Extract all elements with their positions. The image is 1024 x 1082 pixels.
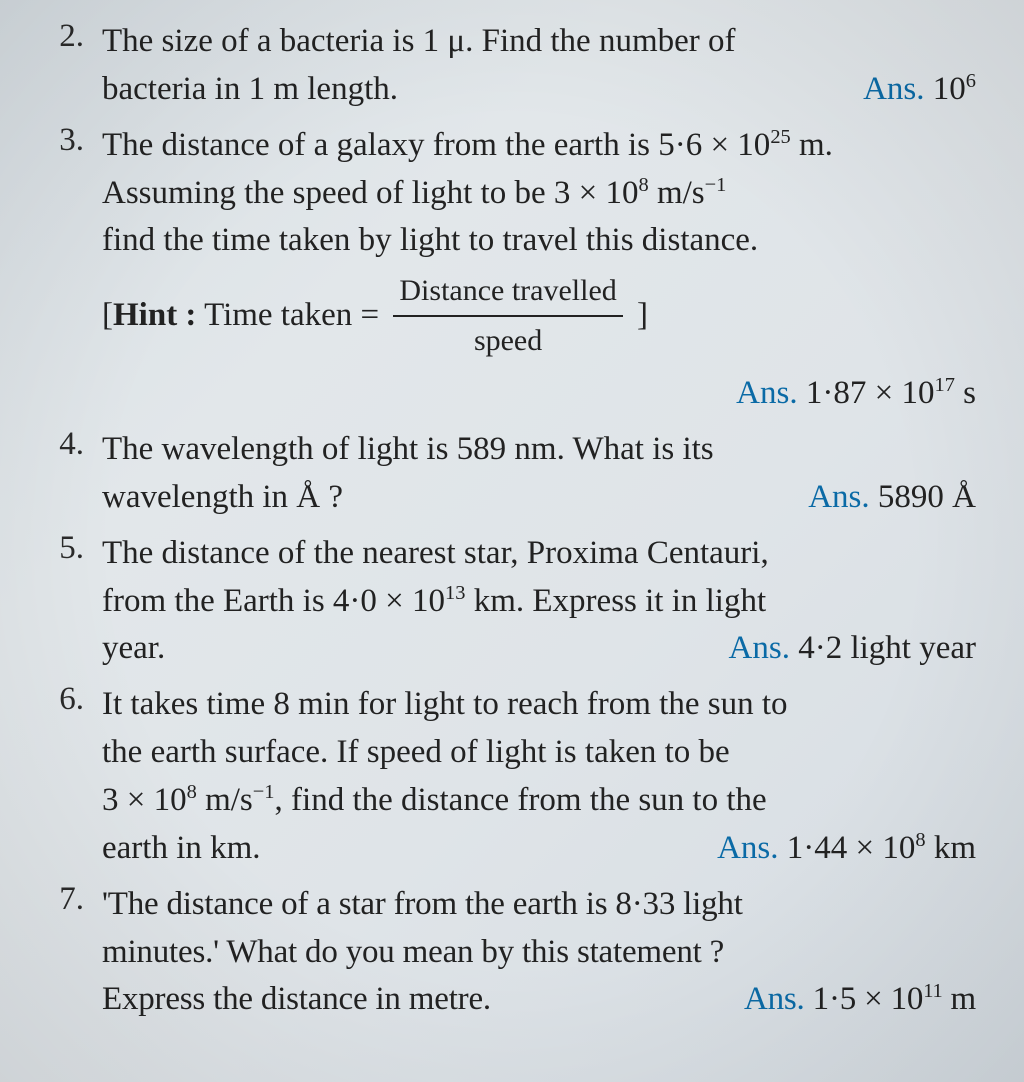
question-text-line: The size of a bacteria is 1 μ. Find the …	[102, 23, 736, 59]
answer-value: 106	[933, 71, 976, 107]
fraction-denominator: speed	[393, 317, 622, 363]
answer-label: Ans.	[744, 981, 805, 1017]
textbook-page: 2. The size of a bacteria is 1 μ. Find t…	[0, 0, 1024, 1050]
fraction: Distance travelledspeed	[393, 269, 622, 362]
answer-value: 4·2 light year	[798, 630, 976, 666]
question-7: 7. 'The distance of a star from the eart…	[28, 881, 976, 1025]
question-3: 3. The distance of a galaxy from the ear…	[28, 122, 976, 418]
fraction-numerator: Distance travelled	[393, 269, 622, 317]
question-text-line: Express the distance in metre.	[102, 981, 491, 1017]
answer: Ans. 1·44 × 108 km	[717, 825, 976, 873]
answer: Ans. 1·87 × 1017 s	[736, 370, 976, 418]
question-number: 4.	[28, 426, 102, 463]
answer-value: 5890 Å	[878, 479, 976, 515]
question-text-line: 'The distance of a star from the earth i…	[102, 886, 743, 922]
question-2: 2. The size of a bacteria is 1 μ. Find t…	[28, 18, 976, 114]
question-number: 5.	[28, 530, 102, 567]
question-text-line: The distance of a galaxy from the earth …	[102, 127, 833, 163]
question-text-line: earth in km.	[102, 830, 261, 866]
question-5: 5. The distance of the nearest star, Pro…	[28, 530, 976, 674]
question-text-line: from the Earth is 4·0 × 1013 km. Express…	[102, 583, 766, 619]
hint-bracket-open: [	[102, 297, 113, 333]
question-text-line: find the time taken by light to travel t…	[102, 222, 758, 258]
hint-row: [Hint : Time taken = Distance travelleds…	[102, 271, 976, 364]
question-text-line: 3 × 108 m/s−1, find the distance from th…	[102, 782, 767, 818]
question-text-line: Assuming the speed of light to be 3 × 10…	[102, 175, 726, 211]
hint-bracket-close: ]	[629, 297, 648, 333]
question-number: 7.	[28, 881, 102, 918]
answer: Ans. 5890 Å	[808, 474, 976, 522]
question-text-line: year.	[102, 630, 165, 666]
question-text-line: It takes time 8 min for light to reach f…	[102, 686, 788, 722]
answer-row: Ans. 1·87 × 1017 s	[102, 370, 976, 418]
question-body: The distance of the nearest star, Proxim…	[102, 530, 976, 674]
question-body: The distance of a galaxy from the earth …	[102, 122, 976, 418]
question-text-line: wavelength in Å ?	[102, 479, 343, 515]
question-body: It takes time 8 min for light to reach f…	[102, 681, 976, 872]
question-text-line: the earth surface. If speed of light is …	[102, 734, 730, 770]
hint-text: Time taken =	[196, 297, 387, 333]
answer: Ans. 4·2 light year	[729, 625, 976, 673]
question-text-line: minutes.' What do you mean by this state…	[102, 934, 724, 970]
answer-label: Ans.	[729, 630, 790, 666]
question-text-line: bacteria in 1 m length.	[102, 71, 398, 107]
answer-value: 1·87 × 1017 s	[806, 375, 976, 411]
question-text-line: The distance of the nearest star, Proxim…	[102, 535, 769, 571]
answer: Ans. 106	[863, 66, 976, 114]
answer: Ans. 1·5 × 1011 m	[744, 976, 976, 1024]
question-number: 6.	[28, 681, 102, 718]
answer-value: 1·44 × 108 km	[787, 830, 976, 866]
question-body: 'The distance of a star from the earth i…	[102, 881, 976, 1025]
question-6: 6. It takes time 8 min for light to reac…	[28, 681, 976, 872]
answer-label: Ans.	[863, 71, 924, 107]
question-body: The wavelength of light is 589 nm. What …	[102, 426, 976, 522]
answer-label: Ans.	[808, 479, 869, 515]
question-body: The size of a bacteria is 1 μ. Find the …	[102, 18, 976, 114]
answer-label: Ans.	[717, 830, 778, 866]
question-number: 2.	[28, 18, 102, 55]
question-4: 4. The wavelength of light is 589 nm. Wh…	[28, 426, 976, 522]
question-number: 3.	[28, 122, 102, 159]
answer-label: Ans.	[736, 375, 797, 411]
answer-value: 1·5 × 1011 m	[813, 981, 976, 1017]
question-text-line: The wavelength of light is 589 nm. What …	[102, 431, 714, 467]
hint-label: Hint :	[113, 297, 196, 333]
